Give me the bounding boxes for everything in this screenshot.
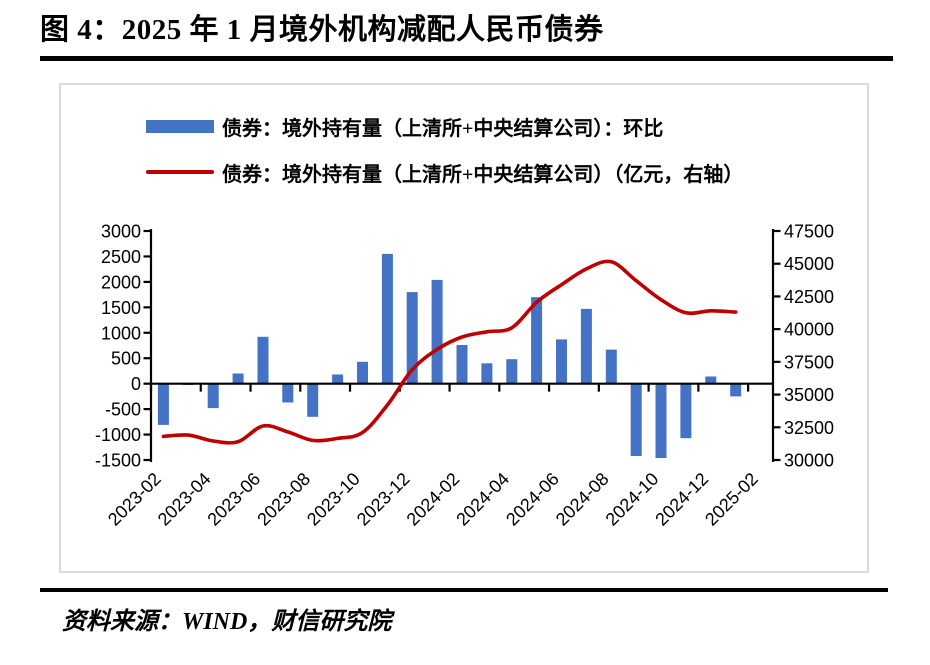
figure-title: 图 4：2025 年 1 月境外机构减配人民币债券 xyxy=(40,14,604,46)
left-axis-label: -1500 xyxy=(95,451,141,471)
bar-2023-04 xyxy=(207,383,219,409)
bar-2024-07 xyxy=(580,308,592,384)
right-axis-label: 30000 xyxy=(784,451,834,471)
left-axis-label: 1500 xyxy=(101,298,141,318)
bar-2023-05 xyxy=(232,373,244,384)
x-axis-label: 2023-10 xyxy=(303,469,364,530)
source-note: 资料来源：WIND，财信研究院 xyxy=(62,609,392,635)
x-axis-label: 2023-06 xyxy=(203,469,264,530)
left-axis-label: -1000 xyxy=(95,425,141,445)
chart-panel xyxy=(59,83,869,573)
left-axis-label: 2000 xyxy=(101,272,141,292)
bar-2024-02 xyxy=(456,345,468,384)
bar-series-swatch-icon xyxy=(146,119,214,133)
bar-2025-01 xyxy=(730,383,742,397)
x-axis-label: 2025-02 xyxy=(701,469,762,530)
axes-group xyxy=(143,229,781,462)
legend-item-bar: 债券：境外持有量（上清所+中央结算公司）：环比 xyxy=(146,115,663,140)
bar-2024-04 xyxy=(506,359,518,384)
x-axis-label: 2023-04 xyxy=(154,469,215,530)
x-axis-label: 2024-04 xyxy=(452,469,513,530)
source-divider xyxy=(40,588,888,592)
bars-group xyxy=(157,253,742,458)
x-axis-label: 2023-02 xyxy=(104,469,165,530)
x-axis-label: 2024-12 xyxy=(651,469,712,530)
right-axis-label: 45000 xyxy=(784,254,834,274)
bar-2023-10 xyxy=(357,361,368,384)
line-series-swatch-icon xyxy=(146,170,214,174)
holdings-line-path xyxy=(161,259,738,445)
title-underline xyxy=(40,56,893,61)
bar-2024-06 xyxy=(556,339,567,384)
x-axis-label: 2024-02 xyxy=(403,469,464,530)
x-axis-label: 2024-08 xyxy=(552,469,613,530)
bar-2023-06 xyxy=(257,336,269,384)
left-axis-label: 2500 xyxy=(101,247,141,267)
left-axis-label: 3000 xyxy=(101,222,141,242)
legend-bar-label: 债券：境外持有量（上清所+中央结算公司）：环比 xyxy=(222,117,664,140)
bar-2024-08 xyxy=(605,349,617,384)
right-axis-label: 47500 xyxy=(784,222,834,242)
x-axis-label: 2023-08 xyxy=(253,469,314,530)
bar-2024-01 xyxy=(431,279,443,384)
bar-2023-11 xyxy=(381,253,393,384)
bar-2023-02 xyxy=(157,383,169,425)
x-axis-label: 2024-10 xyxy=(602,469,663,530)
right-axis-label: 35000 xyxy=(784,385,834,405)
legend-line-label: 债券：境外持有量（上清所+中央结算公司）（亿元，右轴） xyxy=(222,163,744,186)
left-axis-label: 500 xyxy=(111,349,141,369)
left-axis-label: 0 xyxy=(131,374,141,394)
right-axis-label: 40000 xyxy=(784,320,834,340)
bar-2024-11 xyxy=(680,383,692,439)
right-axis-label: 37500 xyxy=(784,352,834,372)
bar-2024-10 xyxy=(655,383,667,458)
right-axis-label: 32500 xyxy=(784,418,834,438)
bar-2023-09 xyxy=(332,374,344,384)
legend-item-line: 债券：境外持有量（上清所+中央结算公司）（亿元，右轴） xyxy=(146,161,743,186)
bar-2024-05 xyxy=(531,297,543,384)
bar-2023-07 xyxy=(282,383,294,403)
bar-2024-03 xyxy=(481,363,493,384)
left-axis-label: -500 xyxy=(105,400,141,420)
x-axis-label: 2023-12 xyxy=(353,469,414,530)
x-axis-label: 2024-06 xyxy=(502,469,563,530)
right-axis-label: 42500 xyxy=(784,287,834,307)
bar-2023-12 xyxy=(406,292,418,384)
bar-2024-12 xyxy=(705,376,717,384)
left-axis-label: 1000 xyxy=(101,323,141,343)
bar-2023-08 xyxy=(307,383,319,417)
bar-2024-09 xyxy=(630,383,642,456)
